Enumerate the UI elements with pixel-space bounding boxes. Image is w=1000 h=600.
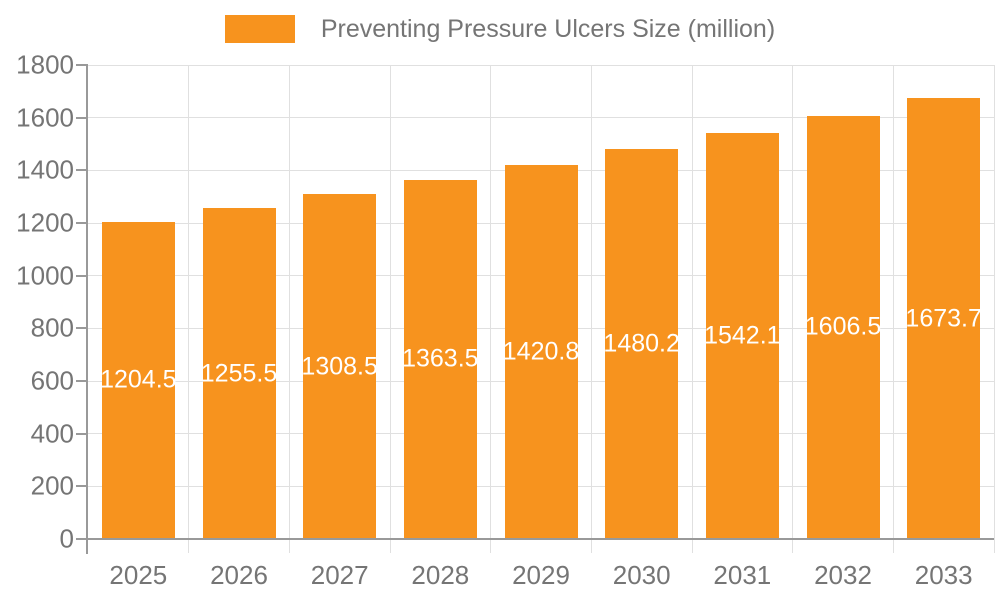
- bar-value-label: 1363.5: [402, 344, 479, 373]
- bar-value-label: 1606.5: [804, 312, 882, 341]
- y-axis-tick: [76, 380, 88, 382]
- y-axis-label: 1000: [16, 260, 74, 291]
- bar: [403, 179, 477, 539]
- y-axis-line: [86, 65, 88, 554]
- y-axis-label: 200: [30, 470, 74, 501]
- bar: [907, 98, 981, 539]
- y-axis-tick: [76, 64, 88, 66]
- legend-label: Preventing Pressure Ulcers Size (million…: [320, 14, 776, 43]
- bar-value-label: 1420.8: [502, 337, 580, 366]
- x-axis-label: 2030: [612, 560, 671, 590]
- x-axis-label: 2032: [814, 560, 872, 590]
- x-axis-label: 2031: [713, 560, 772, 590]
- y-axis-tick: [76, 222, 88, 224]
- bar-value-label: 1308.5: [301, 352, 378, 381]
- x-axis-label: 2033: [914, 560, 973, 590]
- bar: [101, 221, 175, 539]
- y-axis-label: 600: [30, 365, 74, 396]
- x-gridline: [892, 65, 894, 553]
- x-axis-label: 2027: [310, 560, 369, 590]
- x-gridline: [590, 65, 592, 553]
- x-gridline: [691, 65, 693, 553]
- y-gridline: [88, 64, 994, 66]
- y-gridline: [88, 117, 994, 119]
- x-gridline: [389, 65, 391, 553]
- y-axis-label: 1800: [16, 49, 74, 80]
- y-axis-label: 400: [30, 418, 74, 449]
- y-axis-label: 1400: [16, 154, 74, 185]
- x-gridline: [188, 65, 190, 553]
- y-axis-tick: [76, 274, 88, 277]
- bar-value-label: 1204.5: [100, 365, 177, 394]
- y-axis-label: 0: [59, 523, 74, 554]
- x-axis-label: 2028: [411, 560, 470, 590]
- bar: [202, 208, 276, 539]
- y-axis-label: 800: [30, 312, 74, 343]
- x-gridline: [288, 65, 290, 553]
- bar-value-label: 1673.7: [905, 304, 982, 333]
- x-axis-label: 2026: [210, 560, 268, 590]
- bar: [705, 132, 779, 539]
- y-axis-tick: [76, 169, 88, 172]
- bar: [806, 115, 880, 539]
- bar: [303, 194, 377, 539]
- legend[interactable]: Preventing Pressure Ulcers Size (million…: [0, 13, 1000, 45]
- y-axis-tick: [76, 432, 88, 435]
- y-axis-tick: [76, 485, 88, 488]
- x-gridline: [490, 65, 492, 553]
- bar: [504, 164, 578, 539]
- legend-swatch-icon: [224, 15, 295, 43]
- x-axis-line: [76, 538, 994, 540]
- x-gridline: [792, 65, 794, 553]
- x-gridline: [993, 65, 995, 553]
- x-axis-label: 2025: [109, 560, 168, 590]
- x-axis-label: 2029: [512, 560, 570, 590]
- y-axis-label: 1200: [16, 207, 74, 238]
- bar-value-label: 1480.2: [603, 329, 680, 358]
- bar-value-label: 1255.5: [200, 359, 278, 388]
- bar-value-label: 1542.1: [704, 321, 781, 350]
- y-axis-label: 1600: [16, 102, 74, 133]
- bar: [605, 149, 679, 539]
- y-axis-tick: [76, 116, 88, 119]
- y-axis-tick: [76, 327, 88, 330]
